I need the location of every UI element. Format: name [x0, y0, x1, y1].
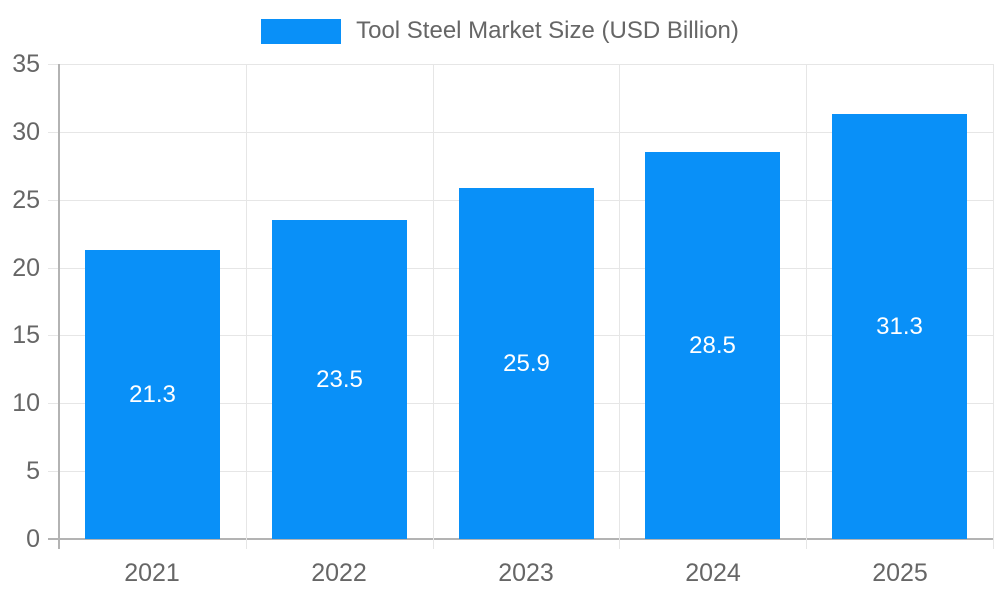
legend-label: Tool Steel Market Size (USD Billion) [356, 17, 739, 44]
y-axis-tick-label: 10 [12, 389, 40, 417]
gridline-vertical [993, 64, 994, 549]
y-axis-tick-label: 20 [12, 254, 40, 282]
bar-value-label: 28.5 [689, 331, 736, 359]
y-axis-line [58, 64, 60, 549]
gridline-horizontal [48, 132, 993, 133]
x-axis-tick-label: 2025 [872, 559, 928, 587]
y-axis-tick-label: 0 [26, 525, 40, 553]
bar-value-label: 31.3 [876, 312, 923, 340]
bar-2021[interactable]: 21.3 [85, 250, 220, 539]
gridline-vertical [433, 64, 434, 549]
x-axis-tick-label: 2021 [124, 559, 180, 587]
bar-2025[interactable]: 31.3 [832, 114, 967, 539]
gridline-horizontal [48, 64, 993, 65]
gridline-vertical [806, 64, 807, 549]
y-axis-tick-label: 15 [12, 321, 40, 349]
legend[interactable]: Tool Steel Market Size (USD Billion) [0, 17, 1000, 45]
x-axis-tick-label: 2022 [311, 559, 367, 587]
y-axis-tick-label: 25 [12, 186, 40, 214]
legend-swatch [261, 18, 342, 44]
gridline-vertical [619, 64, 620, 549]
bar-value-label: 23.5 [316, 365, 363, 393]
bar-2022[interactable]: 23.5 [272, 220, 407, 539]
gridline-horizontal [48, 538, 993, 540]
y-axis-tick-label: 30 [12, 118, 40, 146]
bar-value-label: 25.9 [503, 349, 550, 377]
bar-value-label: 21.3 [129, 380, 176, 408]
gridline-vertical [246, 64, 247, 549]
bar-2024[interactable]: 28.5 [645, 152, 780, 539]
x-axis-tick-label: 2023 [498, 559, 554, 587]
y-axis-tick-label: 5 [26, 457, 40, 485]
x-axis-tick-label: 2024 [685, 559, 741, 587]
bar-2023[interactable]: 25.9 [459, 188, 594, 539]
y-axis-tick-label: 35 [12, 50, 40, 78]
